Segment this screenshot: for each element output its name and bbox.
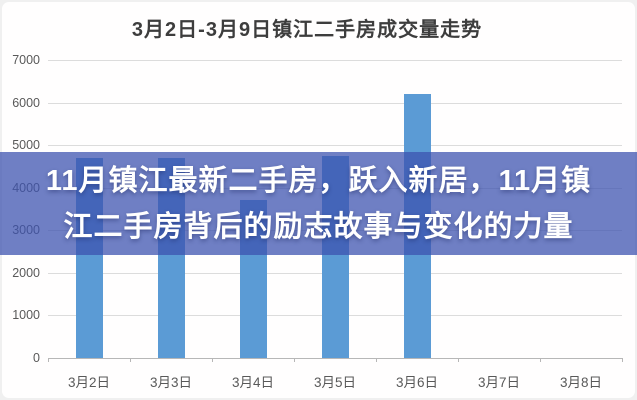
overlay-banner: 11月镇江最新二手房，跃入新居，11月镇 江二手房背后的励志故事与变化的力量: [0, 152, 637, 255]
x-axis-label: 3月7日: [477, 375, 521, 390]
x-axis-label: 3月3日: [149, 375, 193, 390]
x-axis-line: [48, 358, 622, 359]
x-axis-label: 3月5日: [313, 375, 357, 390]
x-axis-tick: [376, 358, 377, 362]
x-axis-tick: [622, 358, 623, 362]
x-axis-tick: [294, 358, 295, 362]
x-axis-label: 3月8日: [559, 375, 603, 390]
chart-title: 3月2日-3月9日镇江二手房成交量走势: [131, 19, 483, 41]
y-axis-label: 2000: [12, 265, 40, 280]
y-axis-label: 7000: [12, 53, 40, 67]
gridline: [48, 145, 622, 147]
x-axis-label: 3月2日: [67, 375, 111, 390]
banner-text-line2: 江二手房背后的励志故事与变化的力量: [63, 210, 574, 243]
x-axis-tick: [130, 358, 131, 362]
gridline: [48, 102, 622, 104]
banner-text-line1: 11月镇江最新二手房，跃入新居，11月镇: [45, 164, 592, 197]
y-axis-label: 0: [33, 351, 40, 365]
y-axis-label: 6000: [12, 95, 40, 110]
gridline: [48, 60, 622, 61]
x-axis-label: 3月4日: [231, 375, 275, 390]
y-axis-label: 1000: [12, 308, 40, 323]
x-axis-label: 3月6日: [395, 375, 439, 390]
x-axis-tick: [212, 358, 213, 362]
y-axis-label: 5000: [12, 138, 40, 153]
x-axis-tick: [48, 358, 49, 362]
x-axis-tick: [458, 358, 459, 362]
x-axis-tick: [540, 358, 541, 362]
